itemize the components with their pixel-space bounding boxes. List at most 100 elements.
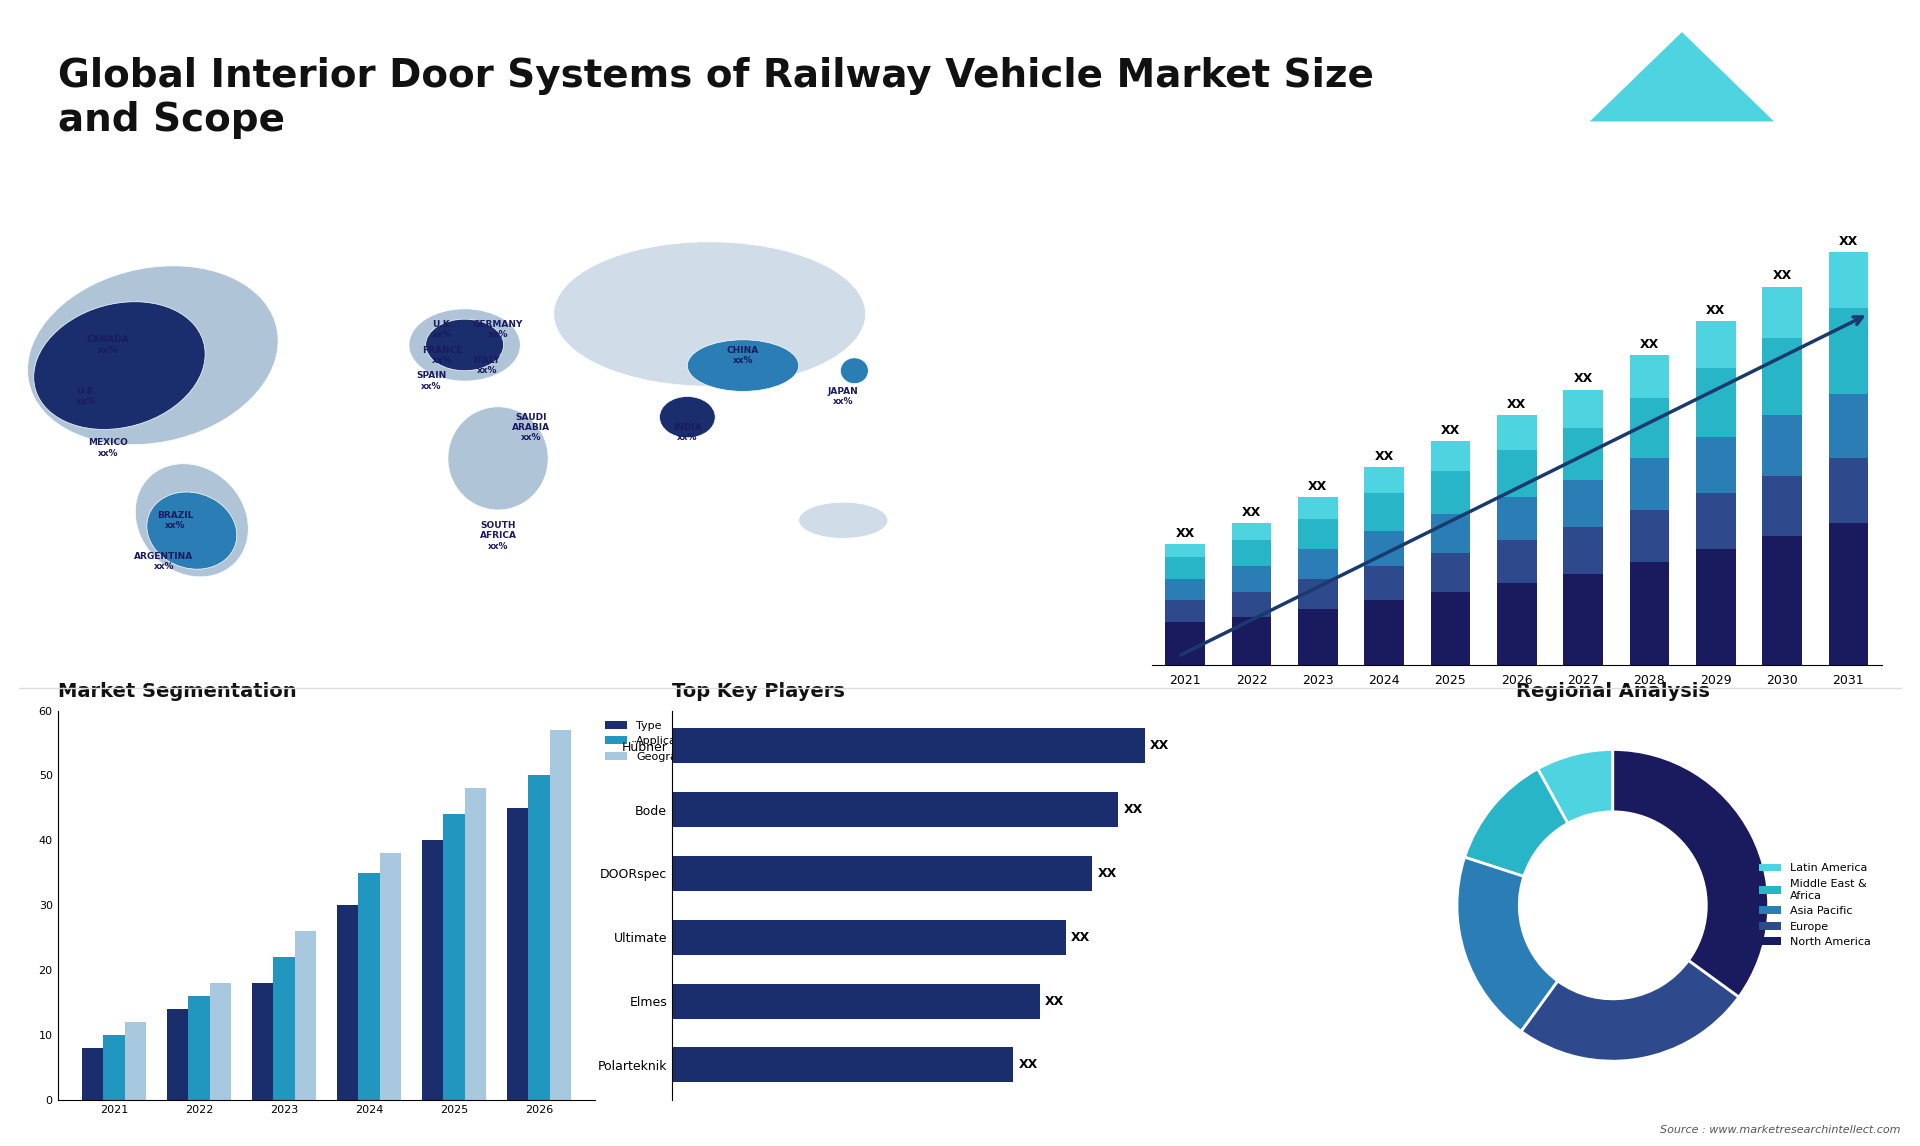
Text: INDIA
xx%: INDIA xx% (672, 423, 703, 442)
Bar (1165, 557, 1206, 579)
Bar (1430, 591, 1471, 665)
Text: SOUTH
AFRICA
xx%: SOUTH AFRICA xx% (480, 520, 516, 551)
Bar (167, 1010, 188, 1100)
Text: MARKET
RESEARCH
INTELLECT: MARKET RESEARCH INTELLECT (1784, 44, 1841, 76)
Bar (380, 854, 401, 1100)
Bar (672, 856, 1092, 890)
Text: XX: XX (1640, 338, 1659, 351)
Text: XX: XX (1098, 866, 1117, 880)
Bar (1763, 416, 1803, 476)
Bar (1365, 601, 1404, 665)
Text: XX: XX (1375, 449, 1394, 463)
Bar (1298, 549, 1338, 579)
Text: ARGENTINA
xx%: ARGENTINA xx% (134, 552, 194, 571)
Bar (465, 788, 486, 1100)
Bar (1695, 549, 1736, 665)
Text: FRANCE
xx%: FRANCE xx% (422, 346, 463, 364)
Bar (507, 808, 528, 1100)
Bar (188, 996, 209, 1100)
Bar (1298, 579, 1338, 609)
Bar (1365, 566, 1404, 601)
Bar (1630, 510, 1668, 562)
Text: XX: XX (1150, 739, 1169, 752)
Text: XX: XX (1308, 480, 1327, 493)
Bar (1763, 338, 1803, 415)
Ellipse shape (687, 340, 799, 392)
Bar (1430, 441, 1471, 471)
Bar (1563, 429, 1603, 480)
Ellipse shape (27, 266, 278, 445)
Polygon shape (1590, 32, 1774, 121)
Text: Market Segmentation: Market Segmentation (58, 682, 296, 700)
Bar (1828, 523, 1868, 665)
Text: U.K.
xx%: U.K. xx% (432, 320, 453, 339)
Bar (1828, 308, 1868, 394)
Text: Top Key Players: Top Key Players (672, 682, 845, 700)
Bar (1430, 554, 1471, 591)
Text: JAPAN
xx%: JAPAN xx% (828, 387, 858, 406)
Bar (1231, 523, 1271, 540)
Bar (1430, 471, 1471, 515)
Bar (1630, 355, 1668, 399)
Ellipse shape (134, 464, 248, 576)
Bar (1498, 583, 1536, 665)
Bar (422, 840, 444, 1100)
Bar (1563, 527, 1603, 574)
Text: XX: XX (1707, 304, 1726, 316)
Ellipse shape (553, 242, 866, 386)
Bar (273, 957, 294, 1100)
Wedge shape (1465, 769, 1569, 877)
Text: CANADA
xx%: CANADA xx% (86, 336, 131, 354)
Bar (1430, 515, 1471, 554)
Text: U.S.
xx%: U.S. xx% (75, 387, 96, 406)
Bar (1365, 532, 1404, 566)
Bar (1231, 566, 1271, 591)
Bar (1695, 368, 1736, 437)
Ellipse shape (660, 397, 714, 438)
Text: SPAIN
xx%: SPAIN xx% (417, 371, 445, 391)
Bar (1630, 458, 1668, 510)
Text: XX: XX (1071, 931, 1091, 944)
Ellipse shape (409, 308, 520, 380)
Bar (252, 983, 273, 1100)
Bar (1828, 458, 1868, 523)
Bar (1695, 437, 1736, 493)
Bar (1563, 480, 1603, 527)
Bar (1298, 609, 1338, 665)
Bar (359, 873, 380, 1100)
Bar (1498, 450, 1536, 497)
Text: BRAZIL
xx%: BRAZIL xx% (157, 511, 194, 529)
Text: XX: XX (1020, 1059, 1039, 1072)
Ellipse shape (146, 492, 236, 570)
Bar (209, 983, 230, 1100)
Bar (1563, 574, 1603, 665)
Bar (549, 730, 570, 1100)
Bar (672, 728, 1144, 763)
Text: CHINA
xx%: CHINA xx% (728, 346, 758, 364)
Ellipse shape (426, 319, 503, 370)
Wedge shape (1538, 749, 1613, 823)
Bar (125, 1022, 146, 1100)
Ellipse shape (799, 502, 887, 539)
Ellipse shape (35, 301, 205, 430)
Bar (1165, 601, 1206, 621)
Bar (672, 920, 1066, 955)
Bar (1763, 536, 1803, 665)
Text: ITALY
xx%: ITALY xx% (474, 356, 501, 375)
Bar (1165, 544, 1206, 557)
Text: XX: XX (1772, 269, 1791, 282)
Text: XX: XX (1839, 235, 1859, 248)
Bar (1695, 321, 1736, 368)
Bar (1630, 562, 1668, 665)
Bar (1231, 618, 1271, 665)
Legend: Type, Application, Geography: Type, Application, Geography (601, 716, 703, 766)
Bar (1763, 286, 1803, 338)
Text: Source : www.marketresearchintellect.com: Source : www.marketresearchintellect.com (1661, 1124, 1901, 1135)
Bar (1498, 416, 1536, 450)
Bar (104, 1035, 125, 1100)
Bar (1498, 497, 1536, 540)
Bar (672, 983, 1039, 1019)
Text: GERMANY
xx%: GERMANY xx% (472, 320, 524, 339)
Wedge shape (1457, 857, 1557, 1031)
Bar (528, 776, 549, 1100)
